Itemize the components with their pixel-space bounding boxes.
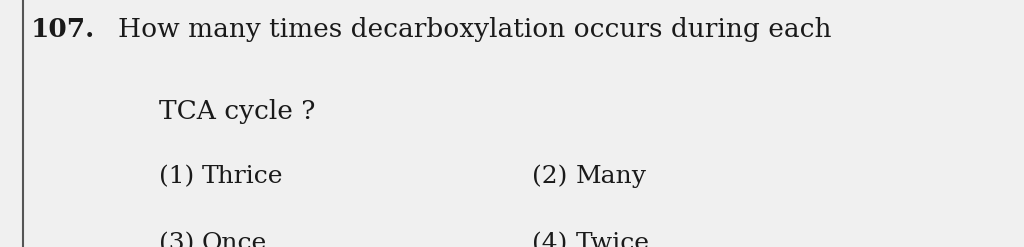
Text: (4): (4) (532, 232, 568, 247)
Text: TCA cycle ?: TCA cycle ? (159, 99, 315, 124)
Text: Thrice: Thrice (202, 165, 284, 188)
Text: Once: Once (202, 232, 267, 247)
Text: (3): (3) (159, 232, 195, 247)
Text: Twice: Twice (575, 232, 649, 247)
Text: 107.: 107. (31, 17, 95, 42)
Text: Many: Many (575, 165, 646, 188)
Text: How many times decarboxylation occurs during each: How many times decarboxylation occurs du… (118, 17, 831, 42)
Text: (2): (2) (532, 165, 568, 188)
Text: (1): (1) (159, 165, 194, 188)
